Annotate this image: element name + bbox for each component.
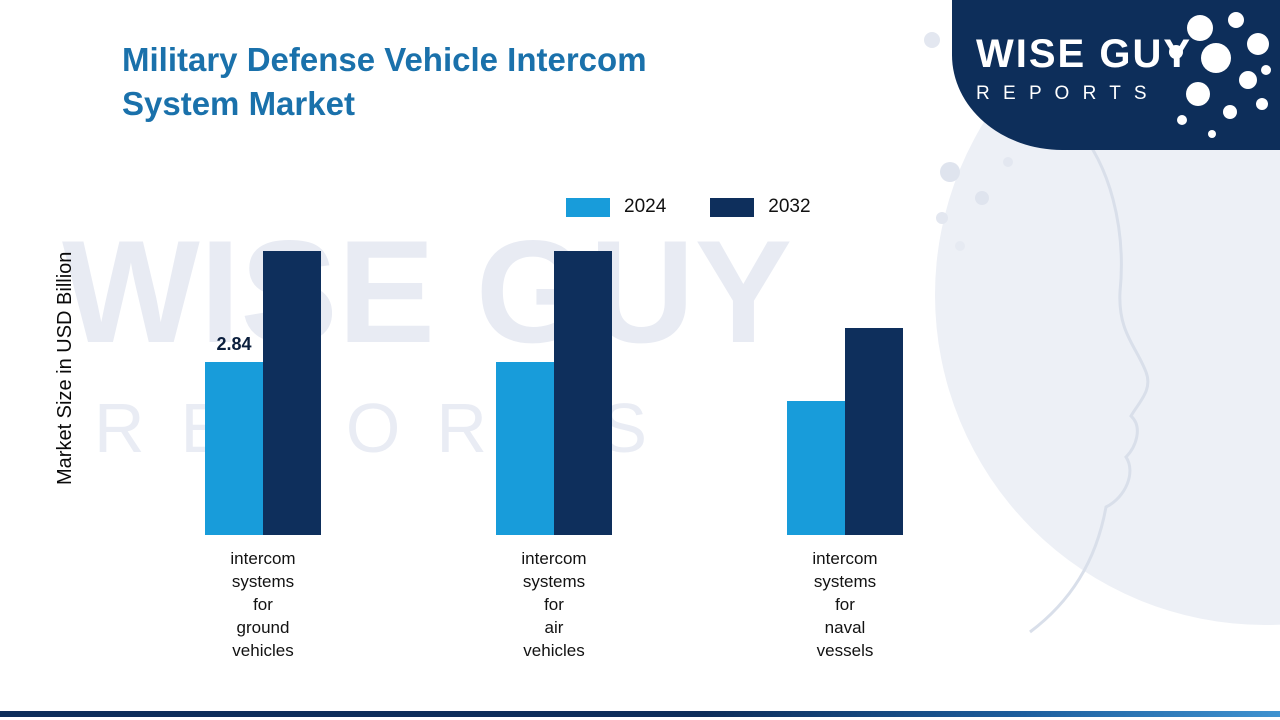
legend-swatch-2032 [710, 197, 755, 217]
bar-group-air-vehicles [496, 251, 612, 535]
background-decoration [924, 0, 1280, 634]
y-axis-label: Market Size in USD Billion [54, 251, 76, 485]
category-label-air-vehicles: intercom systems for air vehicles [521, 549, 587, 660]
bar-group-ground-vehicles: 2.84 [205, 251, 321, 535]
bar-2032-ground-vehicles [263, 251, 321, 535]
bar-2024-ground-vehicles [205, 362, 263, 535]
wise-guy-logo: WISE GUY R E P O R T S [952, 0, 1280, 150]
logo-text: WISE GUY R E P O R T S [976, 32, 1192, 105]
logo-tagline: R E P O R T S [976, 83, 1151, 104]
category-label-naval-vessels: intercom systems for naval vessels [812, 549, 878, 660]
bottom-accent-bar [0, 711, 1280, 717]
legend: 2024 2032 [566, 196, 811, 218]
bar-2024-ground-wrap: 2.84 [205, 334, 263, 535]
legend-swatch-2024 [566, 197, 610, 217]
legend-item-2032: 2032 [710, 196, 811, 218]
watermark-wordmark: WISE GUY [62, 210, 793, 373]
bar-2032-air-vehicles [554, 251, 612, 535]
bar-2024-naval-vessels [787, 401, 845, 535]
legend-label-2032: 2032 [768, 196, 811, 217]
logo-head-dots [1169, 12, 1271, 138]
logo-wordmark: WISE GUY [976, 32, 1193, 76]
bar-group-naval-vessels [787, 328, 903, 535]
legend-item-2024: 2024 [566, 196, 666, 218]
bar-2032-naval-vessels [845, 328, 903, 535]
category-label-ground-vehicles: intercom systems for ground vehicles [230, 549, 296, 660]
bar-2024-air-vehicles [496, 362, 554, 535]
legend-label-2024: 2024 [624, 196, 667, 217]
data-label-ground-2024: 2.84 [216, 334, 252, 354]
page-title: Military Defense Vehicle Intercom System… [122, 41, 647, 122]
